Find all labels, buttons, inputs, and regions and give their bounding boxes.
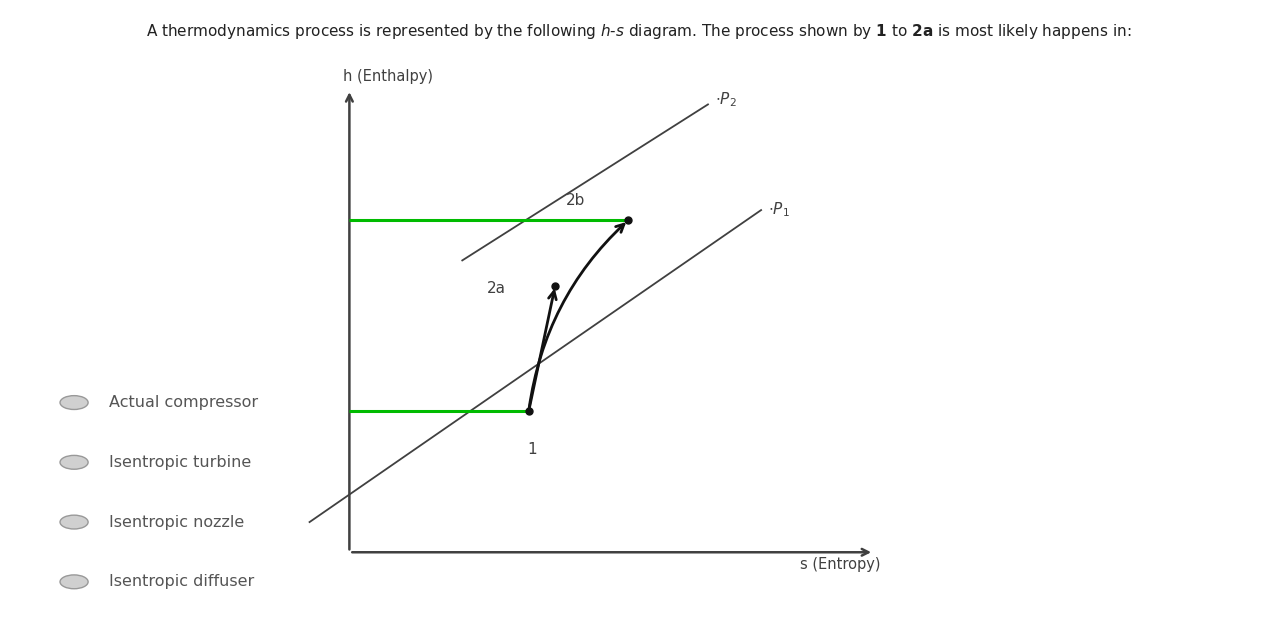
Text: Isentropic nozzle: Isentropic nozzle <box>109 515 244 530</box>
Text: 2a: 2a <box>487 281 506 296</box>
Text: h (Enthalpy): h (Enthalpy) <box>342 69 433 84</box>
Text: A thermodynamics process is represented by the following $h$-$s$ diagram. The pr: A thermodynamics process is represented … <box>146 22 1131 41</box>
Text: Isentropic turbine: Isentropic turbine <box>109 455 250 470</box>
Text: 2b: 2b <box>566 192 585 208</box>
Text: Isentropic diffuser: Isentropic diffuser <box>109 574 254 589</box>
Text: 1: 1 <box>527 442 536 457</box>
Text: $\cdot P_2$: $\cdot P_2$ <box>715 90 737 109</box>
Text: s (Entropy): s (Entropy) <box>801 557 881 572</box>
Text: Actual compressor: Actual compressor <box>109 395 258 410</box>
Text: $\cdot P_1$: $\cdot P_1$ <box>767 201 789 220</box>
